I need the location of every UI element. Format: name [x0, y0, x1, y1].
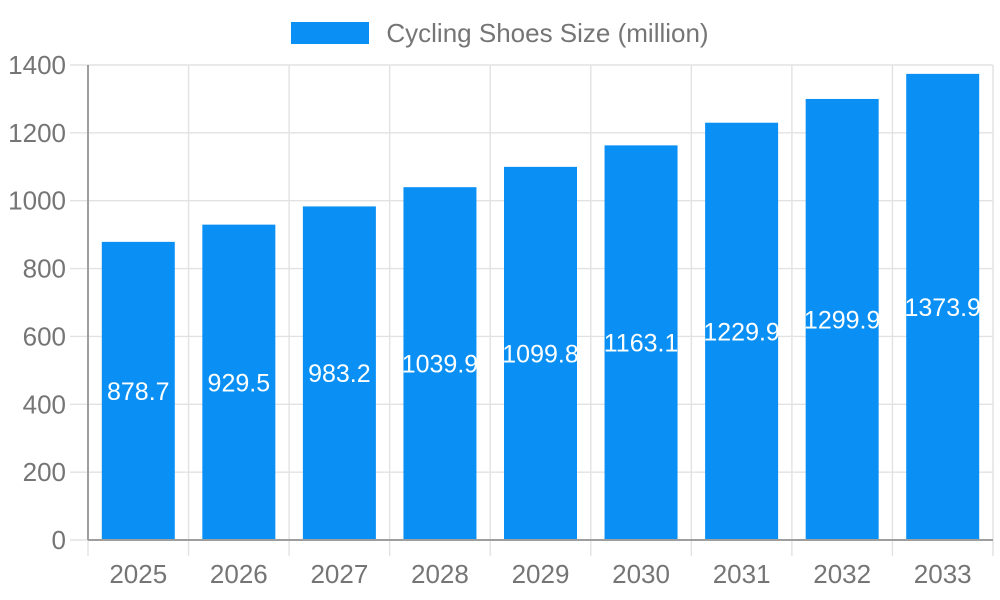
- bar-value-label: 1039.9: [402, 351, 478, 379]
- y-axis-tick-label: 1000: [8, 186, 66, 216]
- bar-2027[interactable]: [302, 206, 376, 540]
- y-axis-tick-label: 1400: [8, 50, 66, 80]
- legend-label: Cycling Shoes Size (million): [386, 17, 709, 48]
- legend-swatch: [291, 22, 370, 44]
- x-axis-tick-label: 2027: [310, 559, 368, 589]
- y-axis-tick-label: 200: [23, 457, 66, 487]
- x-axis-tick-label: 2026: [210, 559, 268, 589]
- bar-value-label: 1299.9: [804, 306, 880, 334]
- x-axis-tick-label: 2029: [512, 559, 570, 589]
- bar-2032[interactable]: [805, 98, 879, 541]
- bar-2030[interactable]: [604, 145, 678, 541]
- x-axis-tick-label: 2032: [813, 559, 871, 589]
- bar-value-label: 1373.9: [904, 294, 980, 322]
- y-axis-tick-label: 400: [23, 389, 66, 419]
- x-axis-tick-label: 2030: [612, 559, 670, 589]
- bar-value-label: 929.5: [208, 369, 271, 397]
- bar-value-label: 1163.1: [604, 330, 679, 358]
- legend-item[interactable]: Cycling Shoes Size (million): [0, 17, 1000, 48]
- bar-value-label: 1229.9: [703, 318, 779, 346]
- y-axis-tick-label: 1200: [8, 118, 66, 148]
- x-axis-tick-label: 2028: [411, 559, 469, 589]
- bar-2029[interactable]: [504, 166, 577, 540]
- x-axis-tick-label: 2025: [109, 559, 167, 589]
- x-axis-tick-label: 2033: [914, 559, 972, 589]
- bar-2028[interactable]: [403, 187, 477, 540]
- y-axis-tick-label: 600: [23, 321, 66, 351]
- bar-2033[interactable]: [906, 73, 980, 541]
- x-axis-tick-label: 2031: [713, 559, 771, 589]
- bar-value-label: 878.7: [107, 378, 170, 406]
- bar-2031[interactable]: [705, 122, 779, 541]
- bar-2025[interactable]: [101, 241, 175, 541]
- y-axis-tick-label: 0: [52, 525, 66, 555]
- bar-value-label: 983.2: [308, 360, 371, 388]
- bar-2026[interactable]: [202, 224, 276, 541]
- y-axis-tick-label: 800: [23, 254, 66, 284]
- bar-value-label: 1099.8: [502, 340, 578, 368]
